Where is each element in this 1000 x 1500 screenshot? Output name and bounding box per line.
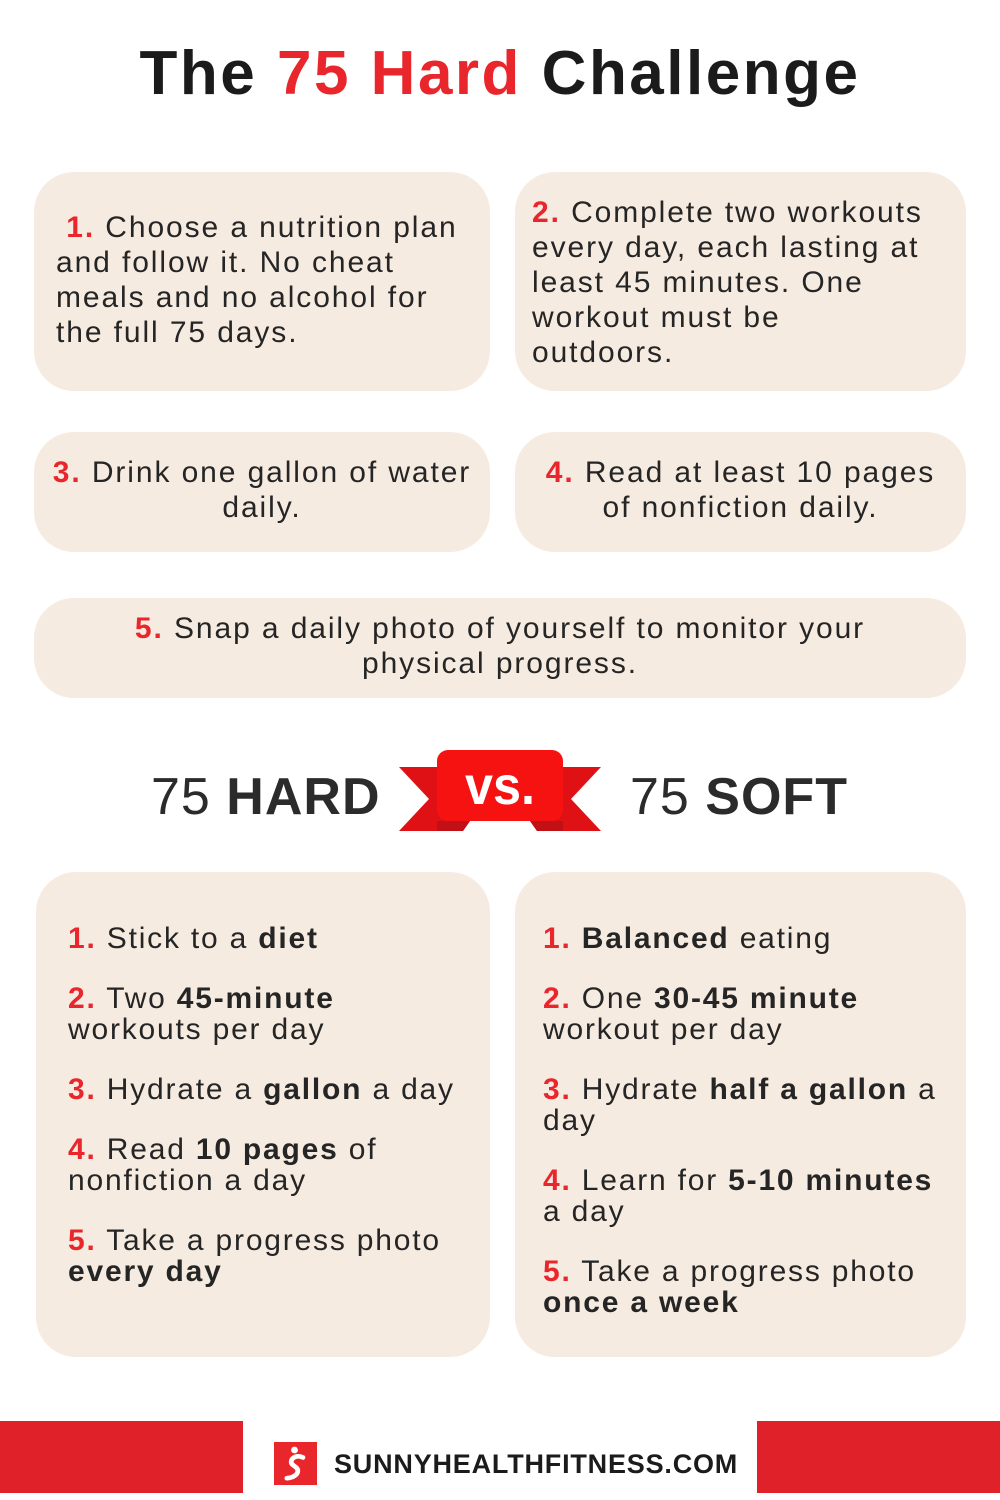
svg-text:vs.: vs. <box>465 756 535 816</box>
